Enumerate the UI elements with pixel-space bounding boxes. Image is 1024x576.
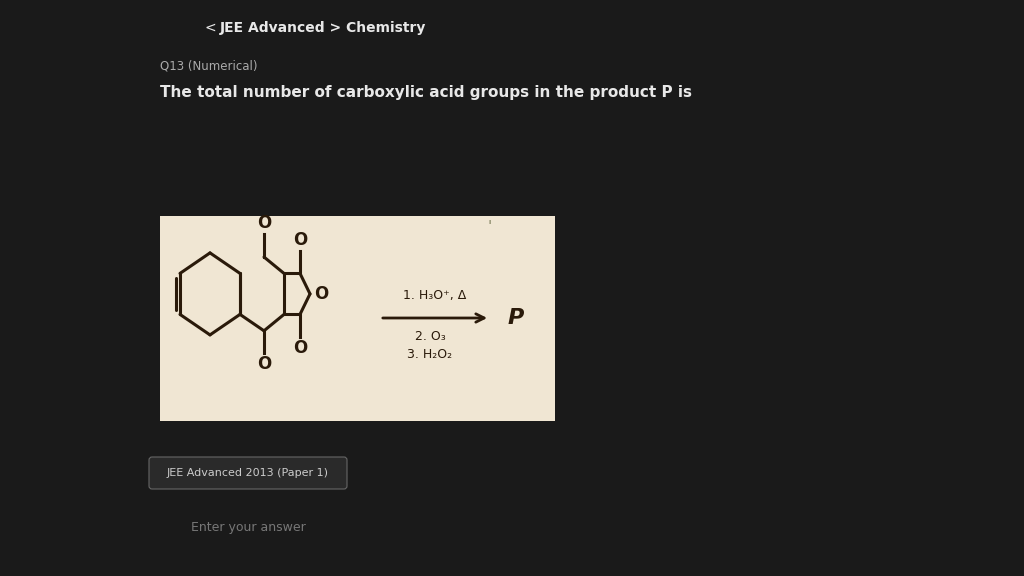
Text: Q13 (Numerical): Q13 (Numerical) (160, 59, 257, 73)
Text: 2. O₃: 2. O₃ (415, 330, 445, 343)
Text: O: O (314, 285, 329, 303)
Text: The total number of carboxylic acid groups in the product P is: The total number of carboxylic acid grou… (160, 85, 692, 100)
Text: O: O (293, 231, 307, 249)
Text: O: O (257, 355, 271, 373)
FancyBboxPatch shape (150, 457, 347, 489)
Text: <: < (205, 21, 217, 35)
Text: 1. H₃O⁺, Δ: 1. H₃O⁺, Δ (403, 289, 467, 302)
Text: JEE Advanced > Chemistry: JEE Advanced > Chemistry (220, 21, 426, 35)
Text: 3. H₂O₂: 3. H₂O₂ (408, 348, 453, 361)
Text: ': ' (487, 221, 493, 236)
Bar (160, 216, 555, 421)
Text: P: P (508, 308, 524, 328)
Text: O: O (257, 214, 271, 232)
Text: JEE Advanced 2013 (Paper 1): JEE Advanced 2013 (Paper 1) (167, 468, 329, 478)
Text: O: O (293, 339, 307, 357)
Text: Enter your answer: Enter your answer (190, 521, 305, 535)
